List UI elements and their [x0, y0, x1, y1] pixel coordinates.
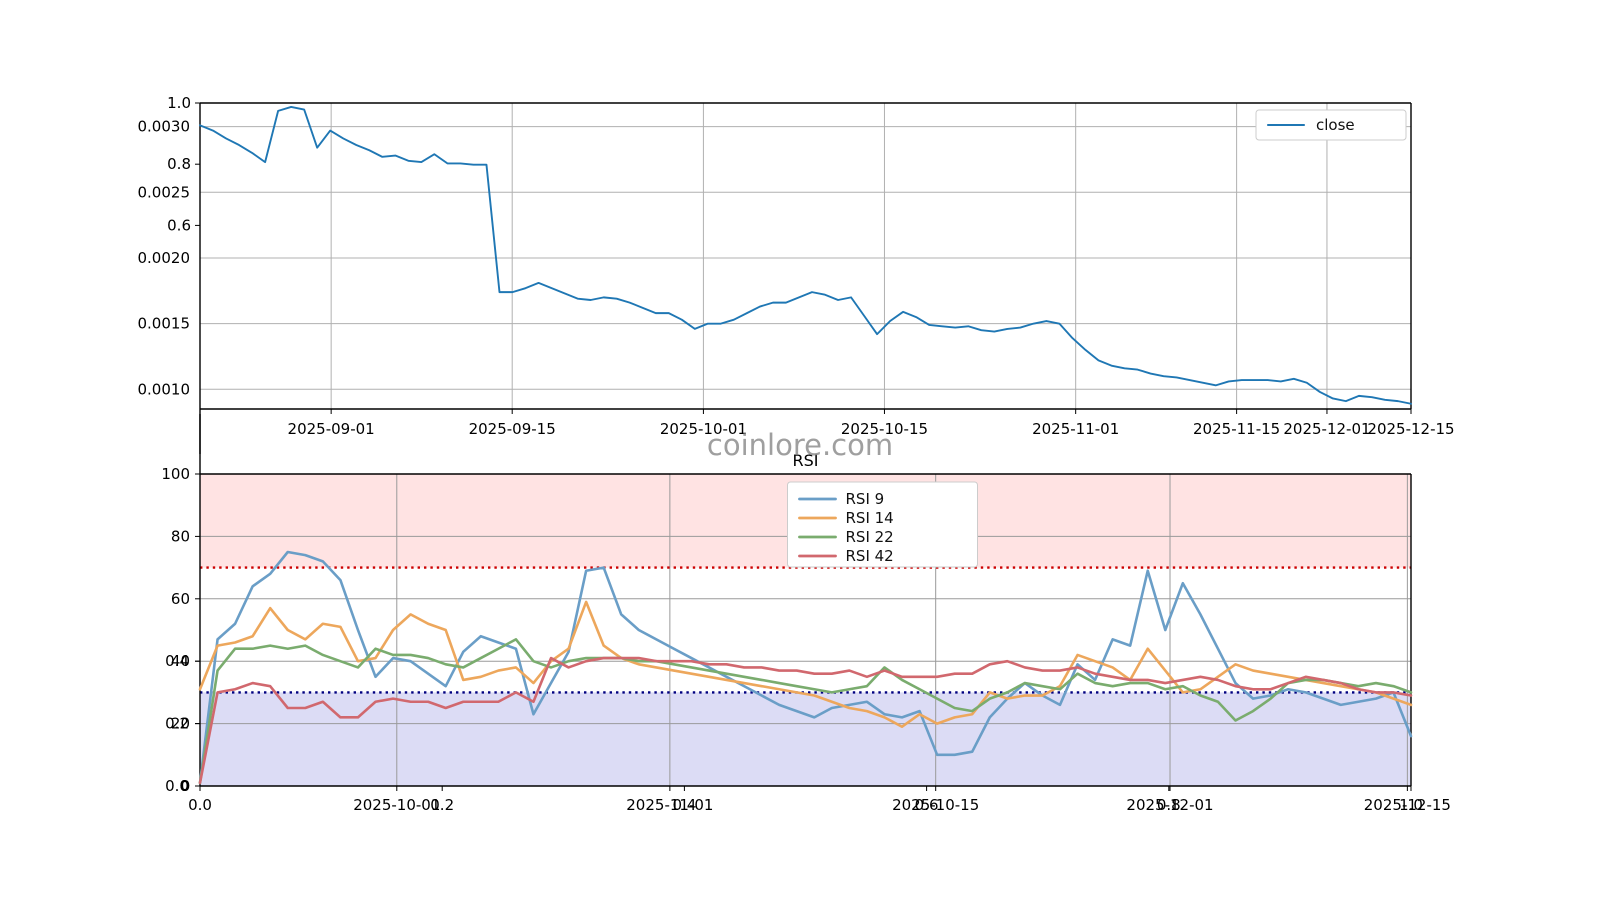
- price-xtick-label: 2025-11-01: [1032, 420, 1119, 438]
- price-ytick-label: 0.0010: [138, 380, 191, 398]
- rsi-norm-xtick-label: 0.2: [430, 796, 454, 814]
- rsi-legend-box[interactable]: [787, 481, 978, 568]
- rsi-norm-xtick-label: 0.4: [672, 796, 696, 814]
- rsi-norm-ytick-label: 0.0: [165, 777, 189, 795]
- rsi-series-rsi-22: [198, 638, 1413, 785]
- rsi-series-rsi-42: [198, 656, 1413, 785]
- price-xtick-label: 2025-09-15: [469, 420, 556, 438]
- rsi-ytick-label: 40: [171, 652, 190, 670]
- price-ytick-label: 0.0020: [138, 249, 191, 267]
- rsi-ytick-label: 80: [171, 527, 190, 545]
- price-xtick-label: 2025-12-15: [1367, 420, 1454, 438]
- price-norm-ytick-label: 1.0: [167, 94, 191, 112]
- price-norm-ytick-label: 0.6: [167, 216, 191, 234]
- rsi-ytick-label: 20: [171, 715, 190, 733]
- price-ytick-label: 0.0030: [138, 118, 191, 136]
- watermark: coinlore.com: [707, 428, 893, 462]
- rsi-xtick-label: 2025-10-15: [892, 796, 979, 814]
- rsi-series-rsi-14: [198, 600, 1413, 729]
- price-xtick-label: 2025-09-01: [288, 420, 375, 438]
- price-xtick-label: 2025-11-15: [1193, 420, 1280, 438]
- rsi-title: RSI: [793, 451, 819, 470]
- rsi-ytick-label: 0: [180, 777, 190, 795]
- rsi-xtick-label: 2025-10-01: [353, 796, 440, 814]
- price-legend-box[interactable]: [1255, 109, 1407, 141]
- rsi-legend-label-1: RSI 14: [846, 509, 894, 527]
- price-xtick-label: 2025-10-01: [660, 420, 747, 438]
- rsi-ytick-label: 60: [171, 590, 190, 608]
- price-ytick-label: 0.0025: [138, 183, 191, 201]
- rsi-xtick-label: 2025-12-15: [1364, 796, 1451, 814]
- rsi-norm-xtick-label: 1.0: [1399, 796, 1423, 814]
- price-close-line: [199, 105, 1412, 405]
- rsi-ytick-label: 100: [161, 465, 190, 483]
- rsi-norm-xtick-label: 0.8: [1157, 796, 1181, 814]
- price-xtick-label: 2025-10-15: [841, 420, 928, 438]
- rsi-norm-xtick-label: 0.0: [188, 796, 212, 814]
- rsi-norm-xtick-label: 0.6: [915, 796, 939, 814]
- rsi-oversold-band: [200, 692, 1411, 786]
- price-legend-label: close: [1316, 116, 1355, 134]
- rsi-legend-label-3: RSI 42: [846, 547, 894, 565]
- rsi-norm-ytick-label: 0.2: [165, 715, 189, 733]
- rsi-series-rsi-9: [198, 550, 1413, 785]
- rsi-legend-label-2: RSI 22: [846, 528, 894, 546]
- price-xtick-label: 2025-12-01: [1283, 420, 1370, 438]
- rsi-legend-label-0: RSI 9: [846, 490, 885, 508]
- price-ytick-label: 0.0015: [138, 315, 191, 333]
- rsi-xtick-label: 2025-12-01: [1126, 796, 1213, 814]
- rsi-norm-ytick-label: 0.4: [165, 652, 189, 670]
- rsi-xtick-label: 2025-11-01: [626, 796, 713, 814]
- price-plot-bg: [200, 103, 1411, 409]
- price-norm-ytick-label: 0.8: [167, 155, 191, 173]
